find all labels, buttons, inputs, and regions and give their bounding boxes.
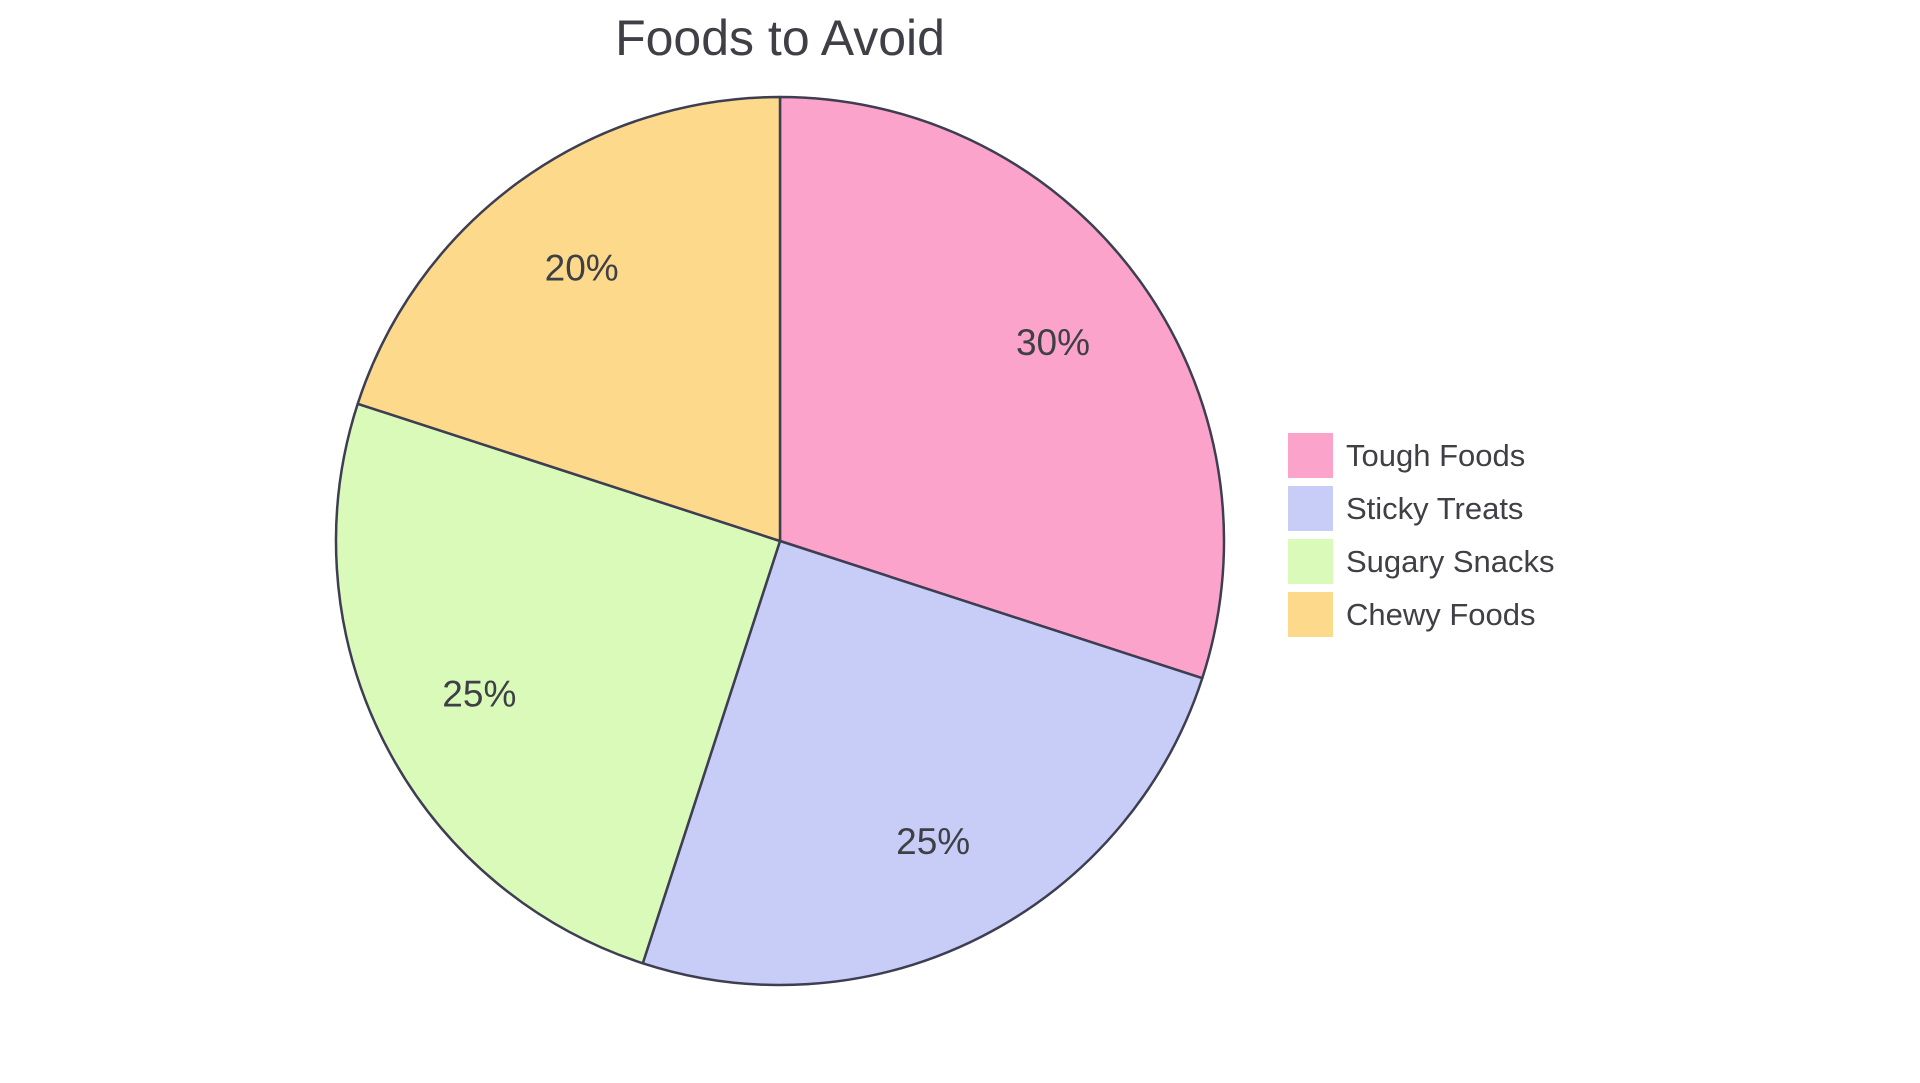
pie-slice-chewy-foods xyxy=(356,95,782,543)
slice-percentage-label: 25% xyxy=(442,674,516,715)
legend-swatch-chewy-foods xyxy=(1288,592,1333,637)
legend-swatch-tough-foods xyxy=(1288,433,1333,478)
legend: Tough Foods Sticky Treats Sugary Snacks … xyxy=(1288,433,1555,637)
slice-percentage-label: 30% xyxy=(1016,322,1090,363)
legend-item-tough-foods: Tough Foods xyxy=(1288,433,1555,478)
slice-percentage-label: 20% xyxy=(545,248,619,289)
legend-item-sugary-snacks: Sugary Snacks xyxy=(1288,539,1555,584)
chart-title: Foods to Avoid xyxy=(615,10,945,66)
legend-label: Chewy Foods xyxy=(1346,596,1536,632)
pie-slice-sugary-snacks xyxy=(334,402,782,965)
legend-label: Sugary Snacks xyxy=(1346,543,1555,579)
legend-item-sticky-treats: Sticky Treats xyxy=(1288,486,1555,531)
legend-label: Tough Foods xyxy=(1346,437,1526,473)
legend-swatch-sugary-snacks xyxy=(1288,539,1333,584)
legend-swatch-sticky-treats xyxy=(1288,486,1333,531)
legend-item-chewy-foods: Chewy Foods xyxy=(1288,592,1555,637)
pie-slice-sticky-treats xyxy=(641,539,1204,987)
pie-slice-tough-foods xyxy=(778,95,1226,680)
slice-percentage-label: 25% xyxy=(896,821,970,862)
legend-label: Sticky Treats xyxy=(1346,490,1524,526)
